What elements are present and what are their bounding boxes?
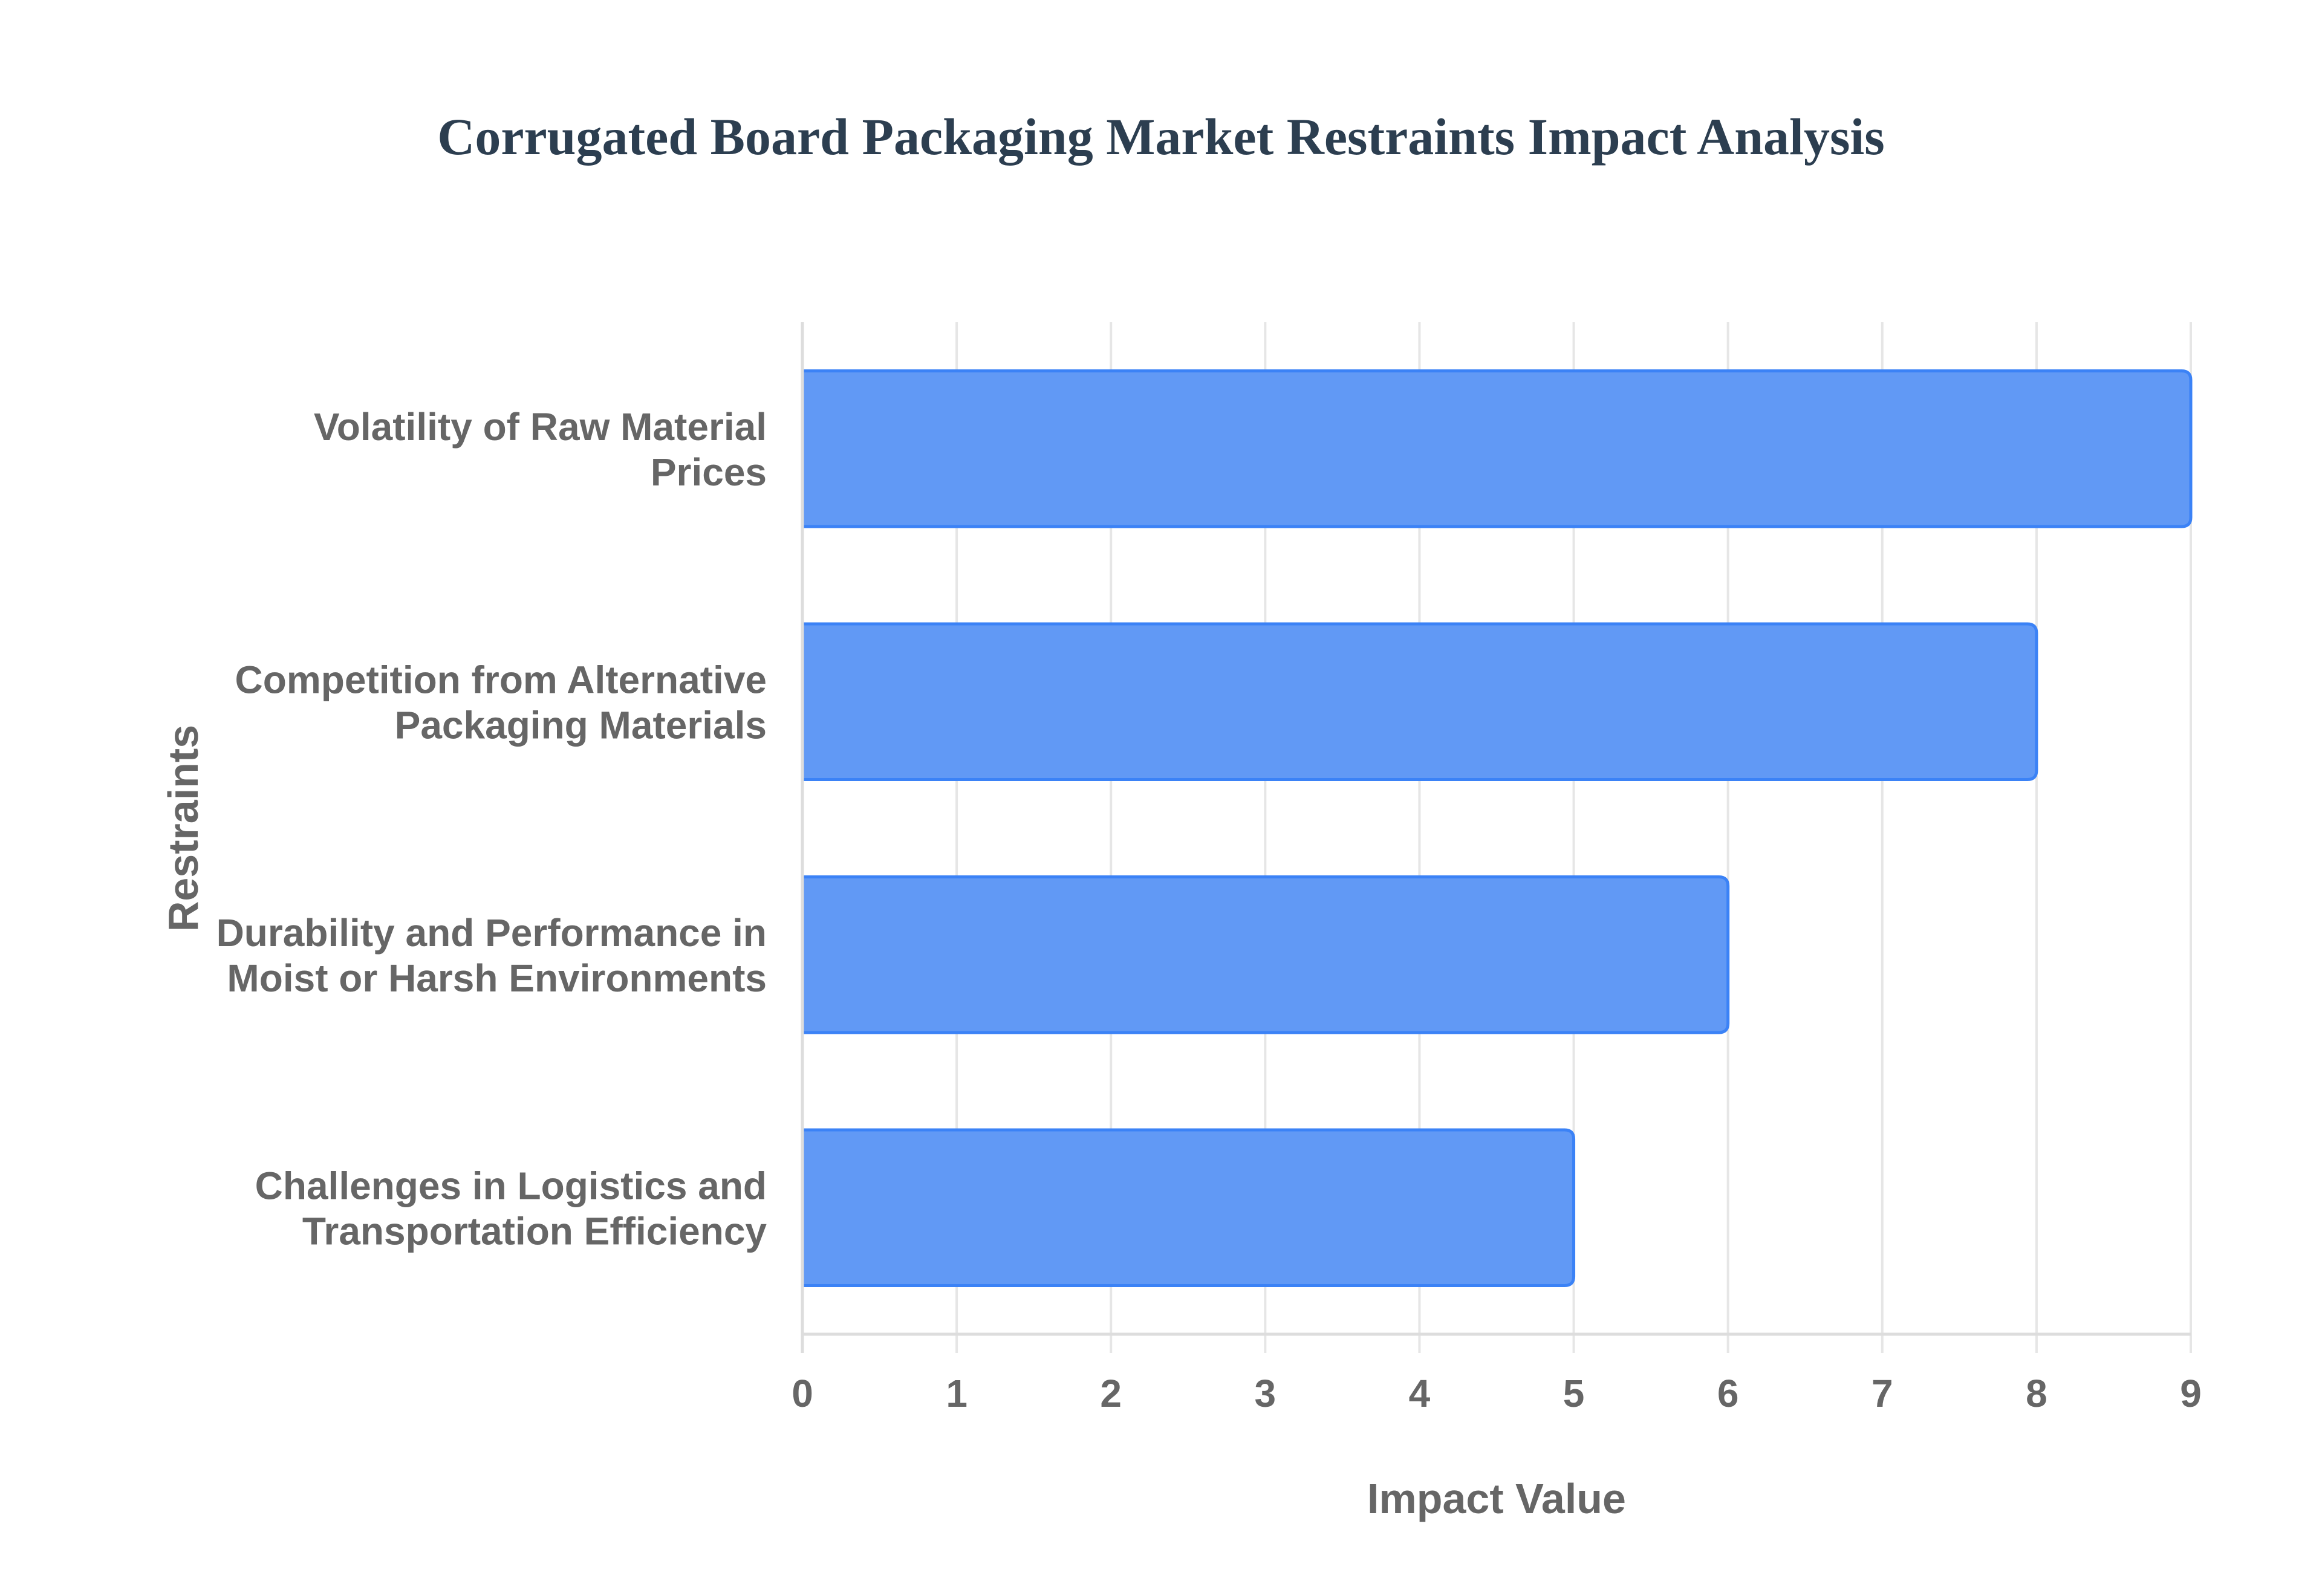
x-tick-label: 9 xyxy=(2180,1372,2202,1415)
chart-title: Corrugated Board Packaging Market Restra… xyxy=(437,108,1885,166)
category-label-line: Competition from Alternative xyxy=(235,658,767,701)
x-axis-ticks: 0 1 2 3 4 5 6 7 8 9 xyxy=(792,1372,2202,1415)
x-axis-title: Impact Value xyxy=(1367,1475,1626,1522)
axes xyxy=(801,322,2191,1353)
x-tick-label: 1 xyxy=(946,1372,968,1415)
x-tick-label: 5 xyxy=(1563,1372,1585,1415)
category-label-line: Transportation Efficiency xyxy=(302,1209,767,1253)
category-label-line: Packaging Materials xyxy=(395,703,767,747)
y-axis-title: Restraints xyxy=(160,725,207,932)
category-label-line: Volatility of Raw Material xyxy=(314,405,767,449)
x-tick-label: 7 xyxy=(1872,1372,1893,1415)
bar[interactable] xyxy=(801,875,1730,1034)
x-tick-label: 2 xyxy=(1100,1372,1122,1415)
bar[interactable] xyxy=(801,369,2193,528)
x-tick-label: 0 xyxy=(792,1372,813,1415)
x-tick-label: 3 xyxy=(1255,1372,1276,1415)
bars xyxy=(801,369,2193,1287)
x-tick-label: 8 xyxy=(2026,1372,2047,1415)
category-label-line: Durability and Performance in xyxy=(216,911,767,955)
category-label-line: Moist or Harsh Environments xyxy=(227,956,767,1000)
category-label-line: Challenges in Logistics and xyxy=(255,1164,767,1207)
bar[interactable] xyxy=(801,622,2038,781)
bar[interactable] xyxy=(801,1128,1576,1287)
x-tick-label: 4 xyxy=(1409,1372,1431,1415)
category-label: Challenges in Logistics andTransportatio… xyxy=(255,1164,767,1253)
x-tick-label: 6 xyxy=(1717,1372,1739,1415)
category-label-line: Prices xyxy=(651,450,767,494)
